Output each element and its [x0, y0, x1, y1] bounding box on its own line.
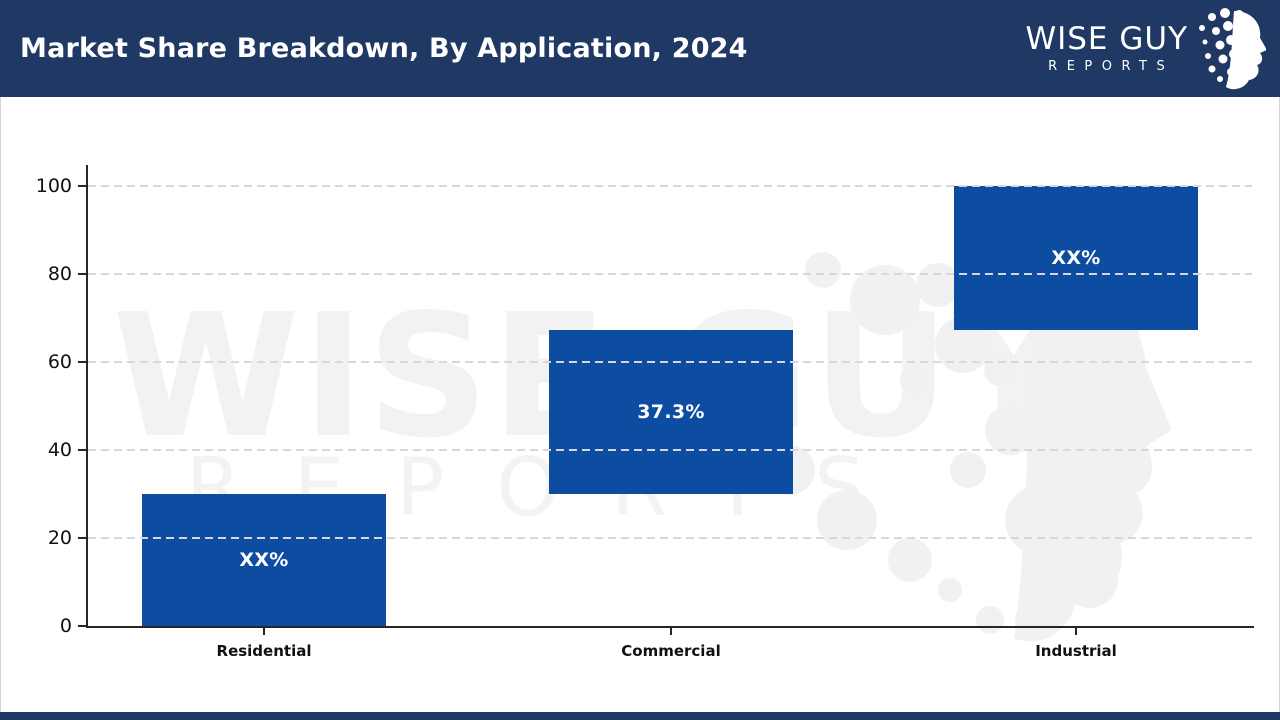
y-axis-tick [78, 625, 86, 627]
bar-value-label: XX% [239, 549, 289, 571]
y-axis-tick [78, 361, 86, 363]
x-axis-category-label: Residential [216, 642, 312, 660]
y-gridline [88, 537, 1252, 539]
y-axis-tick [78, 537, 86, 539]
y-axis-tick-label: 20 [47, 527, 72, 549]
footer-bar [0, 712, 1280, 720]
x-axis-tick [1075, 628, 1077, 635]
y-axis-tick-label: 100 [35, 175, 72, 197]
x-axis-category-label: Commercial [621, 642, 721, 660]
x-axis-tick [670, 628, 672, 635]
y-axis-tick [78, 449, 86, 451]
wiseguy-logo: WISE GUY REPORTS [1025, 0, 1266, 97]
y-axis-line [86, 165, 88, 628]
y-gridline [88, 449, 1252, 451]
x-axis-category-label: Industrial [1035, 642, 1117, 660]
logo-wiseguy-label: WISE GUY [1025, 21, 1188, 57]
x-axis-line [86, 626, 1254, 628]
y-axis-tick [78, 273, 86, 275]
bar-value-label: XX% [1051, 246, 1101, 269]
y-axis-tick-label: 80 [47, 263, 72, 285]
logo-reports-label: REPORTS [1048, 59, 1175, 74]
bar-value-label: 37.3% [637, 400, 705, 423]
y-axis-tick-label: 0 [59, 615, 72, 637]
y-axis-tick-label: 60 [47, 351, 72, 373]
bar-industrial: XX% [954, 186, 1198, 330]
chart-plot-area: 0 20 40 60 80 100 XX% 37.3% XX% Residential Commer… [36, 165, 1254, 660]
y-gridline [88, 361, 1252, 363]
y-gridline [88, 185, 1252, 187]
y-axis-tick [78, 185, 86, 187]
bar-commercial: 37.3% [549, 329, 793, 494]
wiseguy-face-icon [1199, 7, 1266, 89]
y-gridline [88, 273, 1252, 275]
wiseguy-logo-text: WISE GUY REPORTS [1025, 21, 1188, 74]
header-bar: Market Share Breakdown, By Application, … [0, 0, 1280, 97]
chart-title: Market Share Breakdown, By Application, … [20, 33, 748, 64]
x-axis-tick [263, 628, 265, 635]
y-axis-tick-label: 40 [47, 439, 72, 461]
bar-residential: XX% [142, 494, 386, 626]
